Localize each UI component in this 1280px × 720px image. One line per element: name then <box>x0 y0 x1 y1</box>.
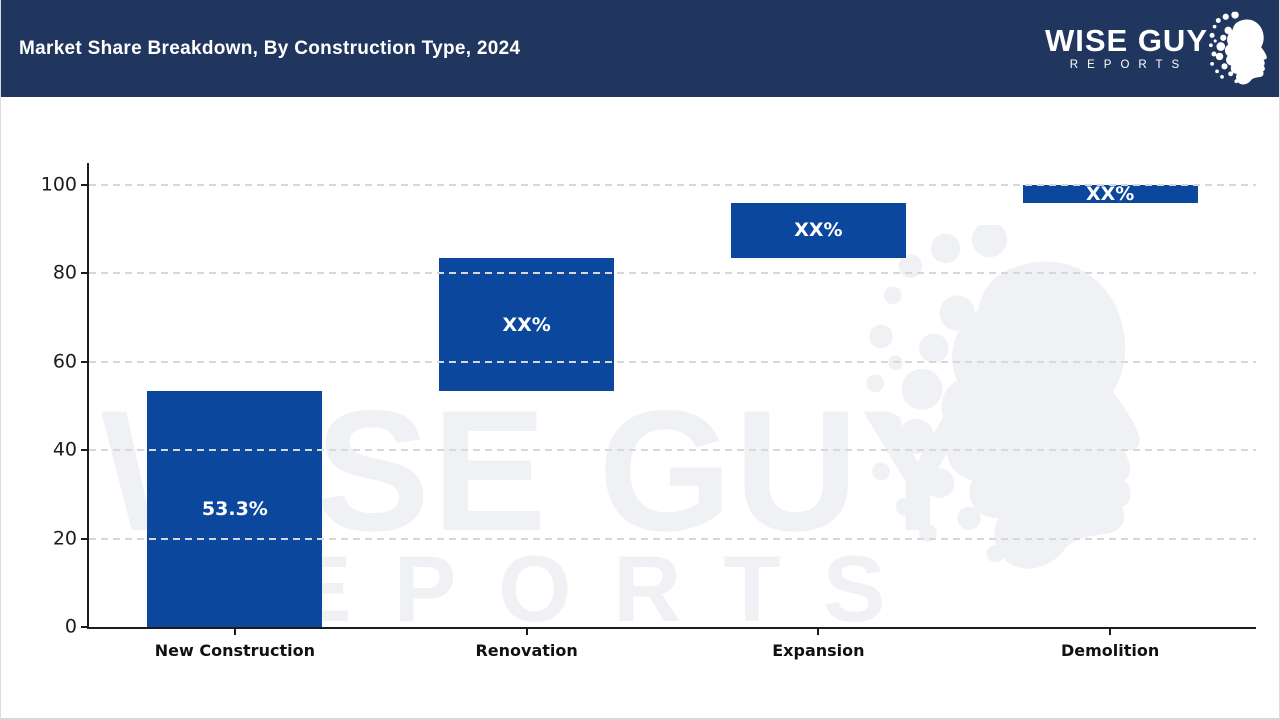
bar-expansion <box>730 202 906 258</box>
y-tick-label-100: 100 <box>40 173 77 196</box>
x-tick-mark <box>525 629 528 635</box>
logo-wordmark-line1: WISE GUY <box>1044 23 1208 59</box>
gridline-80 <box>89 272 1256 275</box>
bar-value-label: XX% <box>502 313 551 336</box>
bar-value-label: 53.3% <box>201 498 268 521</box>
x-tick-mark <box>233 629 236 635</box>
logo-face-icon <box>1209 11 1267 84</box>
x-category-label: Renovation <box>475 641 578 660</box>
y-tick-mark-20 <box>81 537 87 540</box>
bar-renovation <box>439 258 615 392</box>
bar-new-construction <box>147 391 323 627</box>
chart-title: Market Share Breakdown, By Construction … <box>19 37 521 59</box>
y-tick-label-20: 20 <box>52 527 77 550</box>
y-tick-mark-0 <box>81 626 87 628</box>
logo-wordmark: WISE GUY REPORTS <box>1045 25 1208 72</box>
y-tick-label-40: 40 <box>52 438 77 461</box>
x-category-label: Demolition <box>1060 641 1160 660</box>
x-axis-labels: New Construction Renovation Expansion Demol… <box>89 629 1256 669</box>
gridline-20 <box>89 537 1256 540</box>
y-tick-label-60: 60 <box>52 350 77 373</box>
bar-value-label: XX% <box>794 219 843 242</box>
y-tick-mark-80 <box>81 272 87 275</box>
gridline-40 <box>89 449 1256 452</box>
y-axis-labels: 0 20 40 60 80 100 <box>1 163 77 636</box>
x-category-label: Expansion <box>772 641 865 660</box>
y-tick-mark-60 <box>81 360 87 363</box>
bar-demolition <box>1022 185 1198 203</box>
y-tick-mark-40 <box>81 449 87 452</box>
x-tick-mark <box>1109 629 1112 635</box>
y-tick-label-0: 0 <box>64 615 77 638</box>
x-tick-mark <box>817 629 820 635</box>
header-banner: Market Share Breakdown, By Construction … <box>1 0 1279 97</box>
y-tick-label-80: 80 <box>52 261 77 284</box>
plot-area: 53.3% XX% XX% XX% <box>81 163 1256 635</box>
bar-value-label: XX% <box>1085 182 1135 205</box>
x-category-label: New Construction <box>154 641 315 660</box>
y-tick-mark-100 <box>81 184 87 187</box>
gridline-100 <box>89 184 1256 187</box>
gridline-60 <box>89 360 1256 363</box>
chart-area: WISE GUY REPORTS 0 20 40 60 80 100 53.3% XX% XX… <box>1 97 1279 718</box>
logo-wordmark-line2: REPORTS <box>1069 59 1189 72</box>
wiseguy-logo: WISE GUY REPORTS <box>1045 7 1271 91</box>
